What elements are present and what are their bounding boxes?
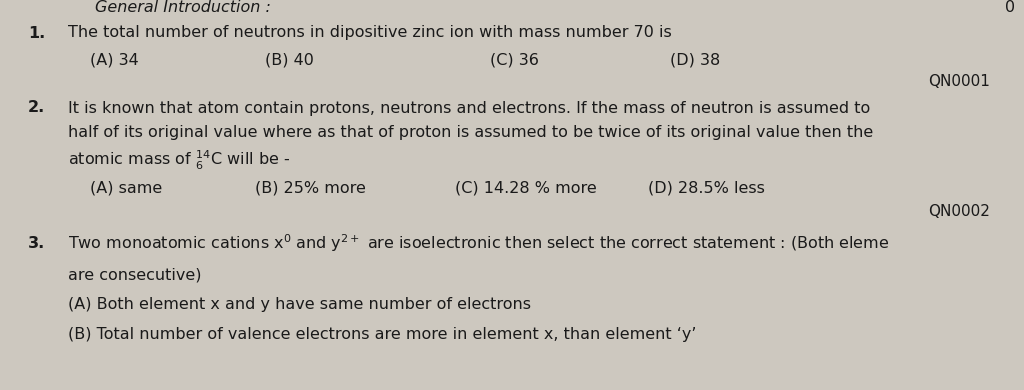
Text: 2.: 2. <box>28 101 45 115</box>
Text: half of its original value where as that of proton is assumed to be twice of its: half of its original value where as that… <box>68 126 873 140</box>
Text: Two monoatomic cations x$^0$ and y$^{2+}$ are isoelectronic then select the corr: Two monoatomic cations x$^0$ and y$^{2+}… <box>68 232 889 254</box>
Text: (D) 38: (D) 38 <box>670 53 720 67</box>
Text: (A) Both element x and y have same number of electrons: (A) Both element x and y have same numbe… <box>68 298 531 312</box>
Text: atomic mass of $^{14}_6$C will be -: atomic mass of $^{14}_6$C will be - <box>68 149 290 172</box>
Text: QN0001: QN0001 <box>928 74 990 89</box>
Text: 0: 0 <box>1005 0 1015 16</box>
Text: QN0002: QN0002 <box>928 204 990 220</box>
Text: It is known that atom contain protons, neutrons and electrons. If the mass of ne: It is known that atom contain protons, n… <box>68 101 870 115</box>
Text: 1.: 1. <box>28 25 45 41</box>
Text: are consecutive): are consecutive) <box>68 268 202 282</box>
Text: The total number of neutrons in dipositive zinc ion with mass number 70 is: The total number of neutrons in dipositi… <box>68 25 672 41</box>
Text: (B) 40: (B) 40 <box>265 53 314 67</box>
Text: General Introduction :: General Introduction : <box>95 0 271 16</box>
Text: (B) 25% more: (B) 25% more <box>255 181 366 195</box>
Text: (C) 36: (C) 36 <box>490 53 539 67</box>
Text: (A) same: (A) same <box>90 181 162 195</box>
Text: (D) 28.5% less: (D) 28.5% less <box>648 181 765 195</box>
Text: (C) 14.28 % more: (C) 14.28 % more <box>455 181 597 195</box>
Text: (B) Total number of valence electrons are more in element x, than element ‘y’: (B) Total number of valence electrons ar… <box>68 328 696 342</box>
Text: 3.: 3. <box>28 236 45 250</box>
Text: (A) 34: (A) 34 <box>90 53 138 67</box>
